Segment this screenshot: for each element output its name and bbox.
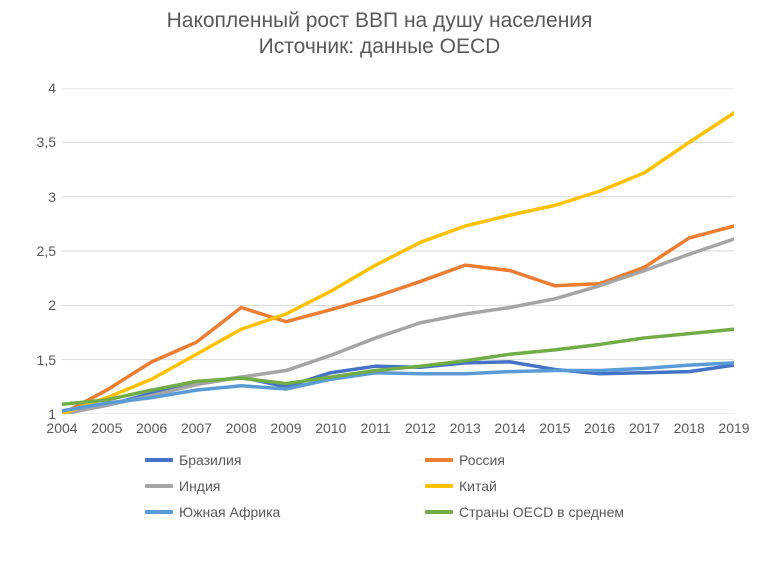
x-axis: 2004200520062007200820092010201120122013… bbox=[62, 420, 734, 444]
x-tick: 2007 bbox=[181, 420, 212, 436]
legend-item: Южная Африка bbox=[145, 504, 385, 520]
chart-title-line2: Источник: данные OECD bbox=[0, 34, 759, 60]
gdp-growth-chart: Накопленный рост ВВП на душу населения И… bbox=[0, 0, 759, 582]
x-tick: 2019 bbox=[718, 420, 749, 436]
y-tick: 2,5 bbox=[16, 243, 56, 259]
x-tick: 2006 bbox=[136, 420, 167, 436]
legend-label: Китай bbox=[459, 478, 497, 494]
y-tick: 3 bbox=[16, 189, 56, 205]
x-tick: 2005 bbox=[91, 420, 122, 436]
x-tick: 2008 bbox=[226, 420, 257, 436]
legend-label: Бразилия bbox=[179, 452, 241, 468]
legend-item: Россия bbox=[425, 452, 665, 468]
chart-title: Накопленный рост ВВП на душу населения И… bbox=[0, 0, 759, 61]
legend: Бразилия Россия Индия Китай Южная Африка Стра… bbox=[145, 452, 665, 520]
legend-item: Китай bbox=[425, 478, 665, 494]
x-tick: 2015 bbox=[539, 420, 570, 436]
legend-label: Страны OECD в среднем bbox=[459, 504, 624, 520]
x-tick: 2017 bbox=[629, 420, 660, 436]
x-tick: 2013 bbox=[450, 420, 481, 436]
legend-item: Индия bbox=[145, 478, 385, 494]
y-tick: 4 bbox=[16, 80, 56, 96]
plot-area bbox=[62, 88, 734, 414]
chart-lines bbox=[62, 88, 734, 414]
legend-label: Россия bbox=[459, 452, 505, 468]
legend-swatch bbox=[425, 510, 453, 514]
legend-swatch bbox=[145, 484, 173, 488]
y-tick: 2 bbox=[16, 297, 56, 313]
y-axis: 11,522,533,54 bbox=[0, 88, 56, 414]
legend-swatch bbox=[425, 458, 453, 462]
x-tick: 2014 bbox=[494, 420, 525, 436]
legend-item: Страны OECD в среднем bbox=[425, 504, 665, 520]
legend-swatch bbox=[145, 458, 173, 462]
y-tick: 3,5 bbox=[16, 134, 56, 150]
x-tick: 2012 bbox=[405, 420, 436, 436]
x-tick: 2010 bbox=[315, 420, 346, 436]
x-tick: 2009 bbox=[270, 420, 301, 436]
x-tick: 2018 bbox=[674, 420, 705, 436]
x-tick: 2016 bbox=[584, 420, 615, 436]
legend-label: Южная Африка bbox=[179, 504, 280, 520]
legend-item: Бразилия bbox=[145, 452, 385, 468]
y-tick: 1,5 bbox=[16, 352, 56, 368]
legend-swatch bbox=[145, 510, 173, 514]
chart-title-line1: Накопленный рост ВВП на душу населения bbox=[0, 8, 759, 34]
legend-label: Индия bbox=[179, 478, 220, 494]
legend-swatch bbox=[425, 484, 453, 488]
x-tick: 2011 bbox=[361, 420, 391, 436]
x-tick: 2004 bbox=[46, 420, 77, 436]
